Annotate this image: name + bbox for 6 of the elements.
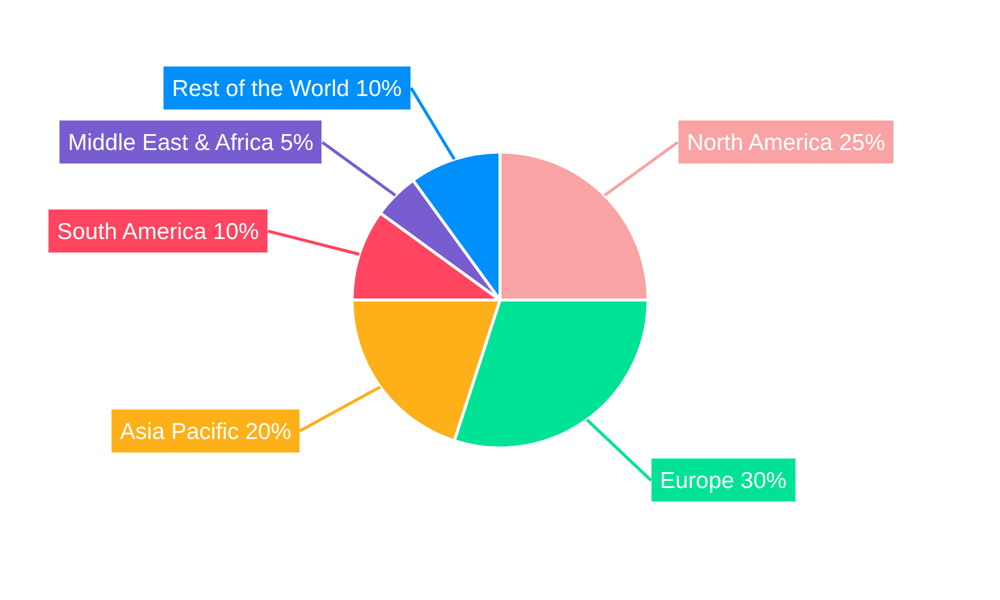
slice-label: Middle East & Africa 5%: [68, 129, 314, 155]
slice-label: North America 25%: [687, 129, 886, 155]
slice-label: Asia Pacific 20%: [120, 418, 292, 444]
slice-label: Europe 30%: [660, 467, 787, 493]
slice-label: Rest of the World 10%: [172, 75, 402, 101]
slice-label: South America 10%: [57, 218, 260, 244]
